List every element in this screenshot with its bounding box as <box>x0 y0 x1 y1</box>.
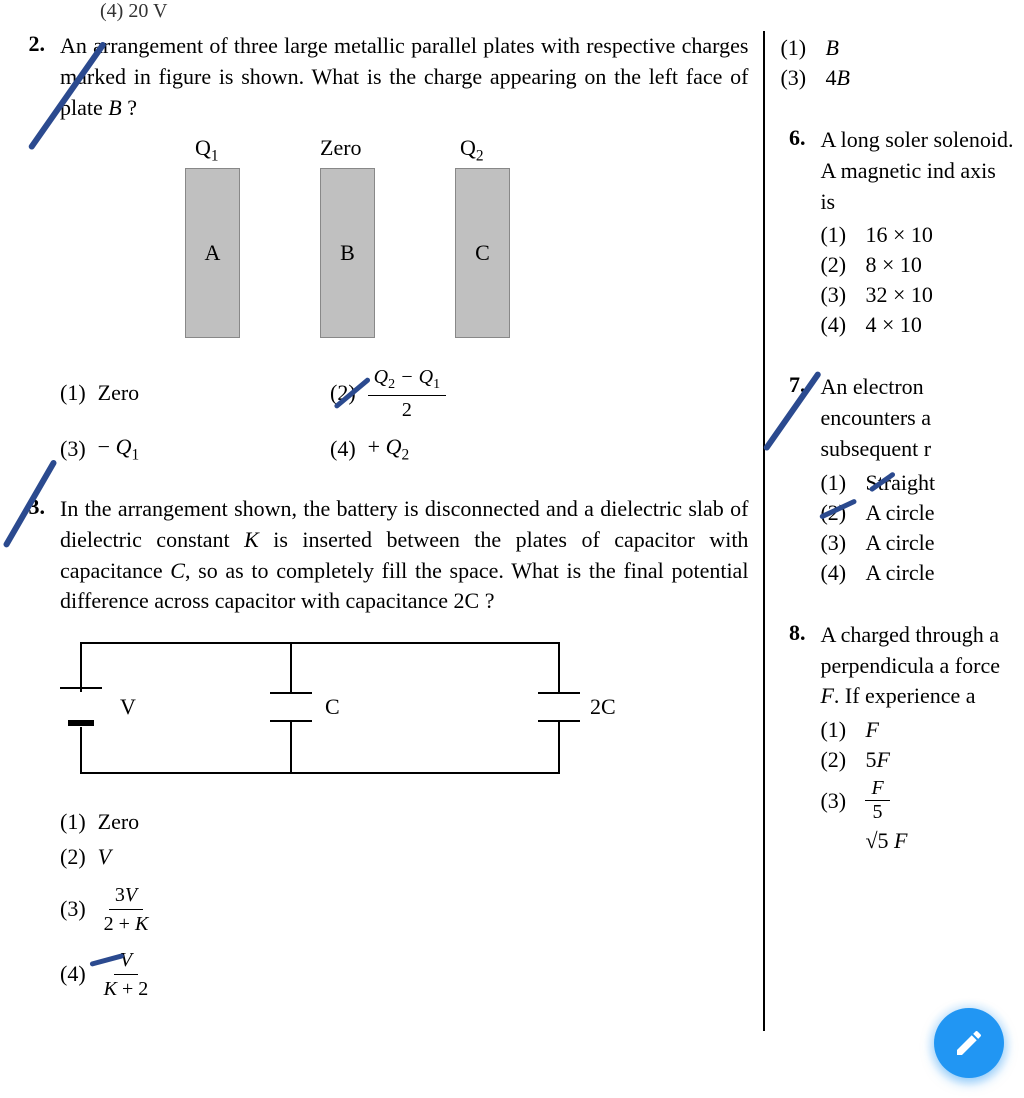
q3-text-k: K <box>244 527 259 552</box>
q2-text-1: An arrangement of three large metallic p… <box>60 33 748 120</box>
q3-opt3: (3) 3V 2 + K <box>60 881 748 938</box>
q2-opt4-num: (4) <box>330 434 356 465</box>
q3-opt2-val: V <box>98 842 111 873</box>
q6-opt4: (4)4 × 10 <box>820 312 1014 338</box>
circuit-c-label: C <box>325 692 340 723</box>
q2-text: An arrangement of three large metallic p… <box>60 31 748 123</box>
q3-opt4-num: (4) <box>60 959 86 990</box>
q3-opt3-frac: 3V 2 + K <box>98 881 155 938</box>
plate-b: B <box>320 168 375 338</box>
q3-text: In the arrangement shown, the battery is… <box>60 494 748 617</box>
edit-button[interactable] <box>934 1008 1004 1078</box>
page-container: 2. An arrangement of three large metalli… <box>0 31 1024 1031</box>
q2-opt4: (4) + Q2 <box>330 432 409 466</box>
circuit-v-label: V <box>120 692 136 723</box>
q6-text: A long soler solenoid. A magnetic ind ax… <box>820 125 1014 217</box>
q6-options: (1)16 × 10 (2)8 × 10 (3)32 × 10 (4)4 × 1… <box>780 222 1014 338</box>
q2-text-b: B <box>108 95 121 120</box>
right-top-opt1: (1)B <box>780 35 1014 61</box>
q2-opt3: (3) − Q1 <box>60 432 330 466</box>
right-column: (1)B (3)4B 6. A long soler solenoid. A m… <box>765 31 1014 1031</box>
q2-opt4-val: + Q2 <box>368 432 410 466</box>
q8-opt4: √5 F <box>820 828 1014 854</box>
circuit-diagram: V C 2C <box>60 632 748 792</box>
q2-opt2-frac: Q2 − Q1 2 <box>368 363 446 424</box>
q8-text: A charged through a perpendicula a force… <box>820 620 1014 712</box>
label-zero: Zero <box>320 133 362 164</box>
q7-opt2: (2)A circle <box>820 500 1014 526</box>
partial-top-text: (4) 20 V <box>0 0 1024 23</box>
plates-diagram: Q1 Zero Q2 A B C <box>60 133 748 353</box>
q3-opt4: (4) V K + 2 <box>60 946 748 1003</box>
q6-num: 6. <box>780 125 820 217</box>
q6-opt1: (1)16 × 10 <box>820 222 1014 248</box>
left-column: 2. An arrangement of three large metalli… <box>10 31 765 1031</box>
label-q1: Q1 <box>195 133 219 167</box>
q6-opt2: (2)8 × 10 <box>820 252 1014 278</box>
q2-opt3-num: (3) <box>60 434 86 465</box>
q2-options-row2: (3) − Q1 (4) + Q2 <box>60 432 748 466</box>
question-3: 3. In the arrangement shown, the battery… <box>10 494 748 1011</box>
q3-opt1-num: (1) <box>60 807 86 838</box>
q6-opt3: (3)32 × 10 <box>820 282 1014 308</box>
question-8: 8. A charged through a perpendicula a fo… <box>780 620 1014 712</box>
q8-num: 8. <box>780 620 820 712</box>
q8-options: (1)F (2)5F (3) F5 √5 F <box>780 717 1014 854</box>
q3-opt3-num: (3) <box>60 894 86 925</box>
q7-opt3: (3)A circle <box>820 530 1014 556</box>
q7-opt1: (1)Straight <box>820 470 1014 496</box>
q2-opt1-val: Zero <box>98 378 140 409</box>
q2-opt3-val: − Q1 <box>98 432 140 466</box>
q3-opt2-num: (2) <box>60 842 86 873</box>
q3-text-c: C <box>170 558 185 583</box>
q8-opt2: (2)5F <box>820 747 1014 773</box>
question-7: 7. An electron encounters a subsequent r <box>780 372 1014 464</box>
q7-opt4: (4)A circle <box>820 560 1014 586</box>
question-2: 2. An arrangement of three large metalli… <box>10 31 748 474</box>
q3-body: In the arrangement shown, the battery is… <box>60 494 748 1011</box>
q3-opt4-frac: V K + 2 <box>98 946 155 1003</box>
q2-opt1-num: (1) <box>60 378 86 409</box>
question-6: 6. A long soler solenoid. A magnetic ind… <box>780 125 1014 217</box>
plate-a: A <box>185 168 240 338</box>
q3-opt2: (2) V <box>60 842 748 873</box>
q2-options-row1: (1) Zero (2) Q2 − Q1 2 <box>60 363 748 424</box>
q2-body: An arrangement of three large metallic p… <box>60 31 748 474</box>
q2-opt1: (1) Zero <box>60 363 330 424</box>
right-top-opt3: (3)4B <box>780 65 1014 91</box>
q3-opt1: (1) Zero <box>60 807 748 838</box>
q7-options: (1)Straight (2)A circle (3)A circle (4)A… <box>780 470 1014 586</box>
circuit-2c-label: 2C <box>590 692 616 723</box>
q8-opt1: (1)F <box>820 717 1014 743</box>
q7-text: An electron encounters a subsequent r <box>820 372 1014 464</box>
q2-number: 2. <box>10 31 60 474</box>
q8-opt3: (3) F5 <box>820 777 1014 824</box>
plate-c: C <box>455 168 510 338</box>
label-q2: Q2 <box>460 133 484 167</box>
q3-opt1-val: Zero <box>98 807 140 838</box>
q2-text-2: ? <box>122 95 137 120</box>
pencil-icon <box>953 1027 985 1059</box>
q3-number: 3. <box>10 494 60 1011</box>
